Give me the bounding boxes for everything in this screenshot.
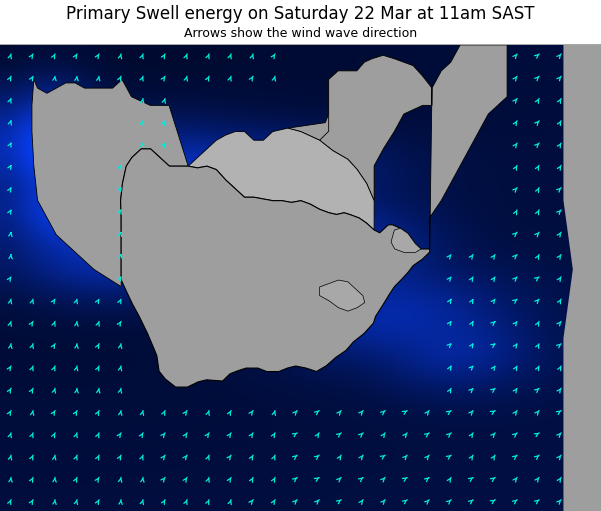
- Polygon shape: [320, 45, 507, 249]
- Polygon shape: [32, 80, 188, 287]
- Text: Arrows show the wind wave direction: Arrows show the wind wave direction: [184, 27, 417, 40]
- Polygon shape: [188, 128, 374, 230]
- Polygon shape: [288, 55, 432, 201]
- Polygon shape: [564, 45, 601, 511]
- Polygon shape: [121, 149, 430, 387]
- Text: Primary Swell energy on Saturday 22 Mar at 11am SAST: Primary Swell energy on Saturday 22 Mar …: [66, 6, 535, 24]
- Polygon shape: [391, 228, 421, 252]
- Polygon shape: [320, 280, 365, 311]
